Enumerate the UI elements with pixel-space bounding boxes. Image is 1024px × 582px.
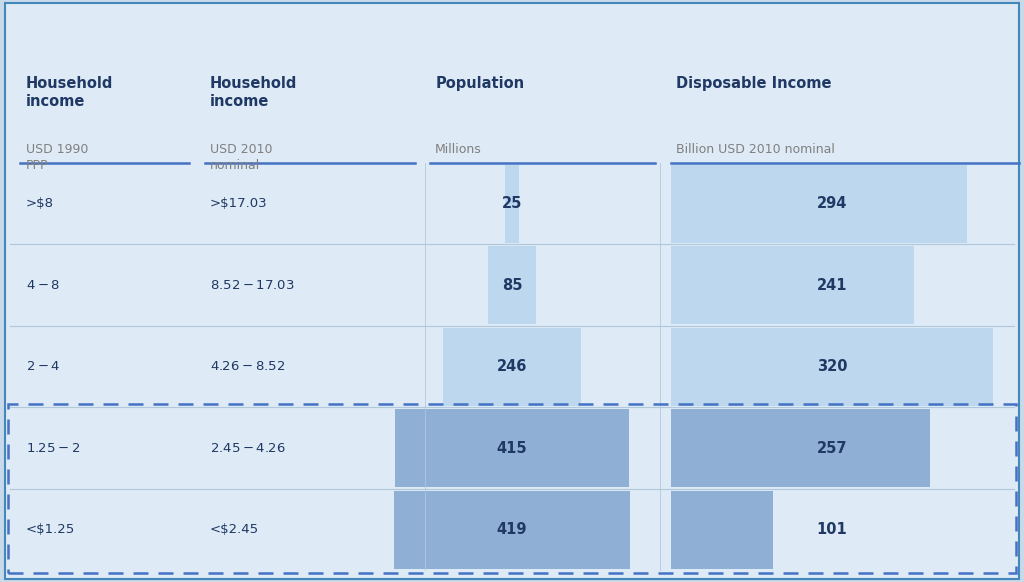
Text: 415: 415 (497, 441, 527, 456)
Text: <$2.45: <$2.45 (210, 523, 259, 536)
Text: <$1.25: <$1.25 (26, 523, 75, 536)
Text: 101: 101 (816, 522, 848, 537)
Text: $2 - $4: $2 - $4 (26, 360, 60, 373)
Text: Household
income: Household income (26, 76, 113, 109)
Text: 294: 294 (817, 196, 847, 211)
Text: $2.45 - $4.26: $2.45 - $4.26 (210, 442, 286, 455)
Bar (671, 491, 772, 569)
Text: >$17.03: >$17.03 (210, 197, 267, 210)
Bar (671, 328, 993, 406)
Text: 246: 246 (497, 359, 527, 374)
Bar (442, 328, 582, 406)
Text: USD 1990
PPP: USD 1990 PPP (26, 143, 88, 172)
Bar (671, 246, 913, 324)
Bar (488, 246, 536, 324)
Text: >$8: >$8 (26, 197, 53, 210)
Text: $8.52 - $17.03: $8.52 - $17.03 (210, 279, 295, 292)
Text: 257: 257 (817, 441, 847, 456)
Bar (8, 404, 1016, 573)
Text: 85: 85 (502, 278, 522, 293)
Text: $1.25 - $2: $1.25 - $2 (26, 442, 80, 455)
Text: $4.26 - $8.52: $4.26 - $8.52 (210, 360, 285, 373)
Bar (394, 491, 630, 569)
Text: Disposable Income: Disposable Income (676, 76, 831, 91)
Text: 419: 419 (497, 522, 527, 537)
Text: USD 2010
nominal: USD 2010 nominal (210, 143, 272, 172)
Bar (671, 165, 967, 243)
Text: Population: Population (435, 76, 524, 91)
Text: 25: 25 (502, 196, 522, 211)
Bar (395, 409, 629, 487)
Text: Millions: Millions (435, 143, 482, 155)
Text: 320: 320 (817, 359, 847, 374)
Text: Billion USD 2010 nominal: Billion USD 2010 nominal (676, 143, 835, 155)
Bar (671, 409, 930, 487)
Text: Household
income: Household income (210, 76, 297, 109)
Bar (505, 165, 519, 243)
Text: 241: 241 (817, 278, 847, 293)
Text: $4 - $8: $4 - $8 (26, 279, 59, 292)
